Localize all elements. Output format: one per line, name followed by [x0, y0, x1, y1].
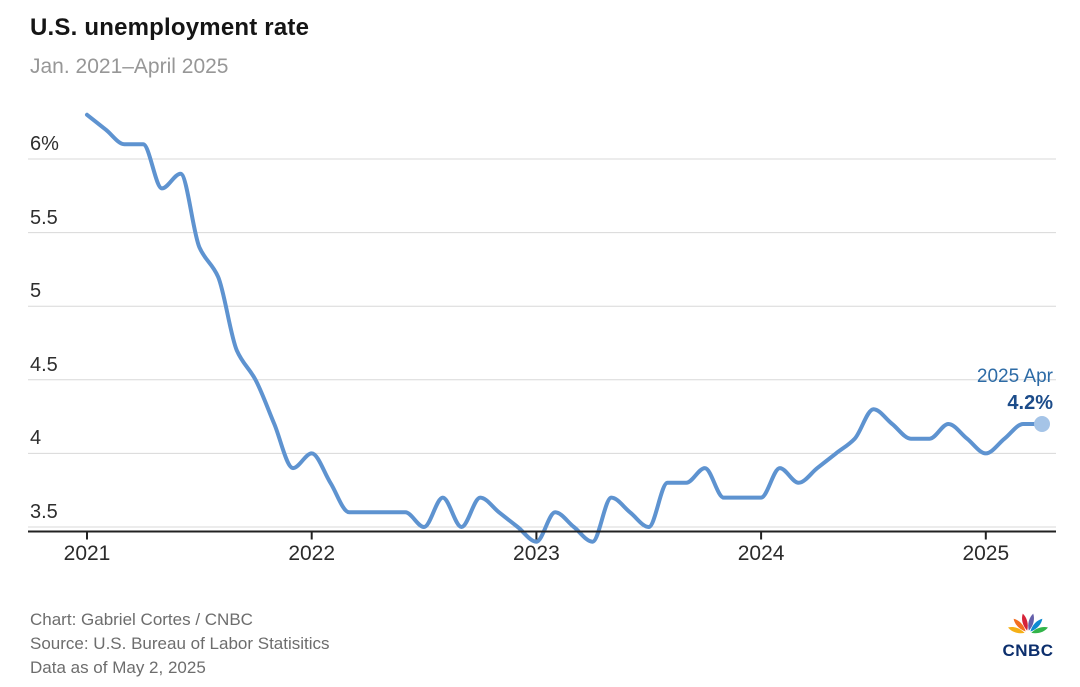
footer-credit: Chart: Gabriel Cortes / CNBC [30, 610, 253, 629]
peacock-feather [1031, 627, 1048, 634]
y-axis-label: 5.5 [30, 206, 58, 229]
y-axis-label: 4 [30, 427, 42, 450]
x-axis-label: 2023 [513, 542, 560, 565]
x-axis-label: 2025 [962, 542, 1010, 565]
peacock-feather [1013, 618, 1026, 632]
annotation-date-label: 2025 Apr [976, 366, 1053, 387]
y-axis-label: 4.5 [30, 353, 58, 376]
peacock-feather [1030, 618, 1043, 632]
cnbc-logo: CNBC [1002, 603, 1054, 661]
chart-plot-area: 6% 5.5 5 4.5 4 3.5 2021 2022 2023 2024 2025 2025 A… [28, 112, 1056, 565]
chart-title: U.S. unemployment rate [30, 14, 310, 41]
y-axis-label: 3.5 [30, 501, 58, 523]
footer-data-as-of: Data as of May 2, 2025 [30, 658, 206, 677]
peacock-feather [1028, 613, 1034, 631]
annotation-value-label: 4.2% [1007, 392, 1053, 414]
latest-value-dot [1034, 416, 1050, 432]
cnbc-peacock-icon [1008, 613, 1048, 634]
cnbc-wordmark: CNBC [1002, 641, 1054, 660]
chart-footer: Chart: Gabriel Cortes / CNBC Source: U.S… [30, 608, 330, 680]
footer-source: Source: U.S. Bureau of Labor Statisitics [30, 634, 330, 653]
unemployment-rate-line [85, 112, 1044, 544]
y-axis-label: 5 [30, 280, 42, 303]
y-axis-label: 6% [30, 133, 59, 155]
peacock-feather [1022, 613, 1028, 631]
x-axis-label: 2021 [63, 542, 111, 565]
line-chart-canvas [28, 112, 1056, 544]
endpoint-annotation: 2025 Apr 4.2% [977, 364, 1053, 416]
x-axis-label: 2022 [288, 542, 336, 565]
chart-subtitle: Jan. 2021–April 2025 [30, 55, 229, 78]
peacock-feather [1008, 627, 1025, 634]
x-axis-label: 2024 [737, 542, 785, 565]
